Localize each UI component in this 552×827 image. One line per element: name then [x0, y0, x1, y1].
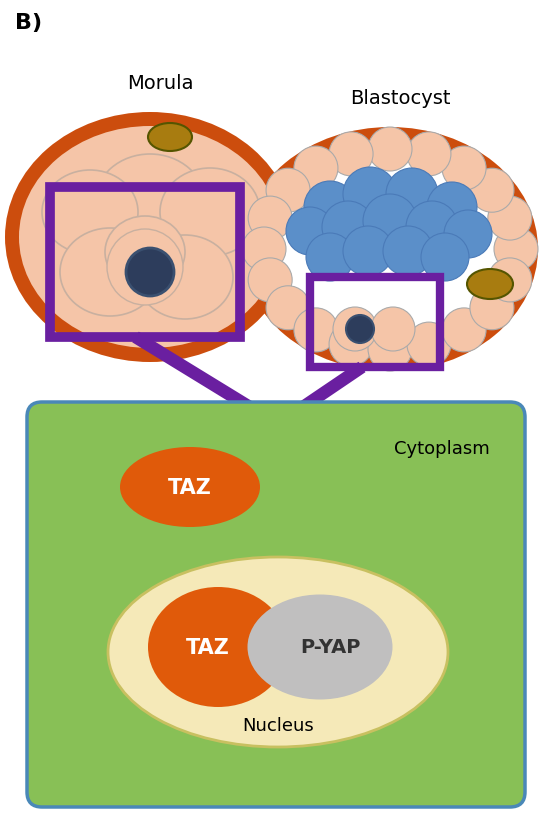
Circle shape: [383, 227, 433, 277]
Bar: [50, 188, 240, 337]
Circle shape: [248, 259, 292, 303]
Text: Nucleus: Nucleus: [242, 716, 314, 734]
Circle shape: [470, 286, 514, 330]
Circle shape: [126, 249, 174, 297]
Circle shape: [368, 128, 412, 172]
Circle shape: [442, 308, 486, 352]
Ellipse shape: [467, 270, 513, 299]
Circle shape: [368, 327, 412, 371]
Ellipse shape: [148, 124, 192, 152]
Circle shape: [333, 308, 377, 351]
Circle shape: [343, 227, 393, 277]
Ellipse shape: [105, 217, 185, 289]
Ellipse shape: [95, 155, 205, 251]
Circle shape: [322, 202, 374, 254]
Circle shape: [266, 169, 310, 213]
Text: P-YAP: P-YAP: [300, 638, 360, 657]
Text: TAZ: TAZ: [168, 477, 212, 497]
Ellipse shape: [160, 169, 260, 256]
Circle shape: [488, 197, 532, 241]
Circle shape: [386, 169, 438, 221]
Circle shape: [248, 197, 292, 241]
Circle shape: [363, 195, 417, 249]
Circle shape: [107, 230, 183, 306]
Ellipse shape: [5, 112, 295, 362]
Circle shape: [444, 211, 492, 259]
Circle shape: [406, 202, 458, 254]
Circle shape: [346, 316, 374, 343]
Circle shape: [488, 259, 532, 303]
Circle shape: [294, 147, 338, 191]
Circle shape: [470, 169, 514, 213]
Ellipse shape: [247, 595, 392, 700]
Text: TAZ: TAZ: [186, 638, 230, 657]
Circle shape: [343, 168, 397, 222]
Circle shape: [294, 308, 338, 352]
FancyBboxPatch shape: [27, 403, 525, 807]
Circle shape: [306, 234, 354, 282]
Ellipse shape: [120, 447, 260, 528]
Circle shape: [266, 286, 310, 330]
Circle shape: [242, 227, 286, 272]
Text: Cytoplasm: Cytoplasm: [394, 439, 490, 457]
Ellipse shape: [148, 587, 288, 707]
Ellipse shape: [60, 229, 160, 317]
Ellipse shape: [256, 141, 524, 357]
Circle shape: [329, 133, 373, 177]
Circle shape: [286, 208, 334, 256]
Circle shape: [421, 234, 469, 282]
Ellipse shape: [242, 128, 538, 371]
Circle shape: [407, 323, 451, 366]
Circle shape: [494, 227, 538, 272]
Ellipse shape: [137, 236, 233, 319]
Bar: [310, 278, 440, 367]
Text: B): B): [15, 13, 42, 33]
Text: Blastocyst: Blastocyst: [350, 88, 450, 108]
Circle shape: [304, 182, 356, 234]
Text: Morula: Morula: [127, 74, 193, 93]
Circle shape: [329, 323, 373, 366]
Circle shape: [427, 183, 477, 232]
Circle shape: [371, 308, 415, 351]
Ellipse shape: [108, 557, 448, 747]
Ellipse shape: [42, 171, 138, 255]
Ellipse shape: [19, 127, 281, 348]
Circle shape: [442, 147, 486, 191]
Circle shape: [407, 133, 451, 177]
